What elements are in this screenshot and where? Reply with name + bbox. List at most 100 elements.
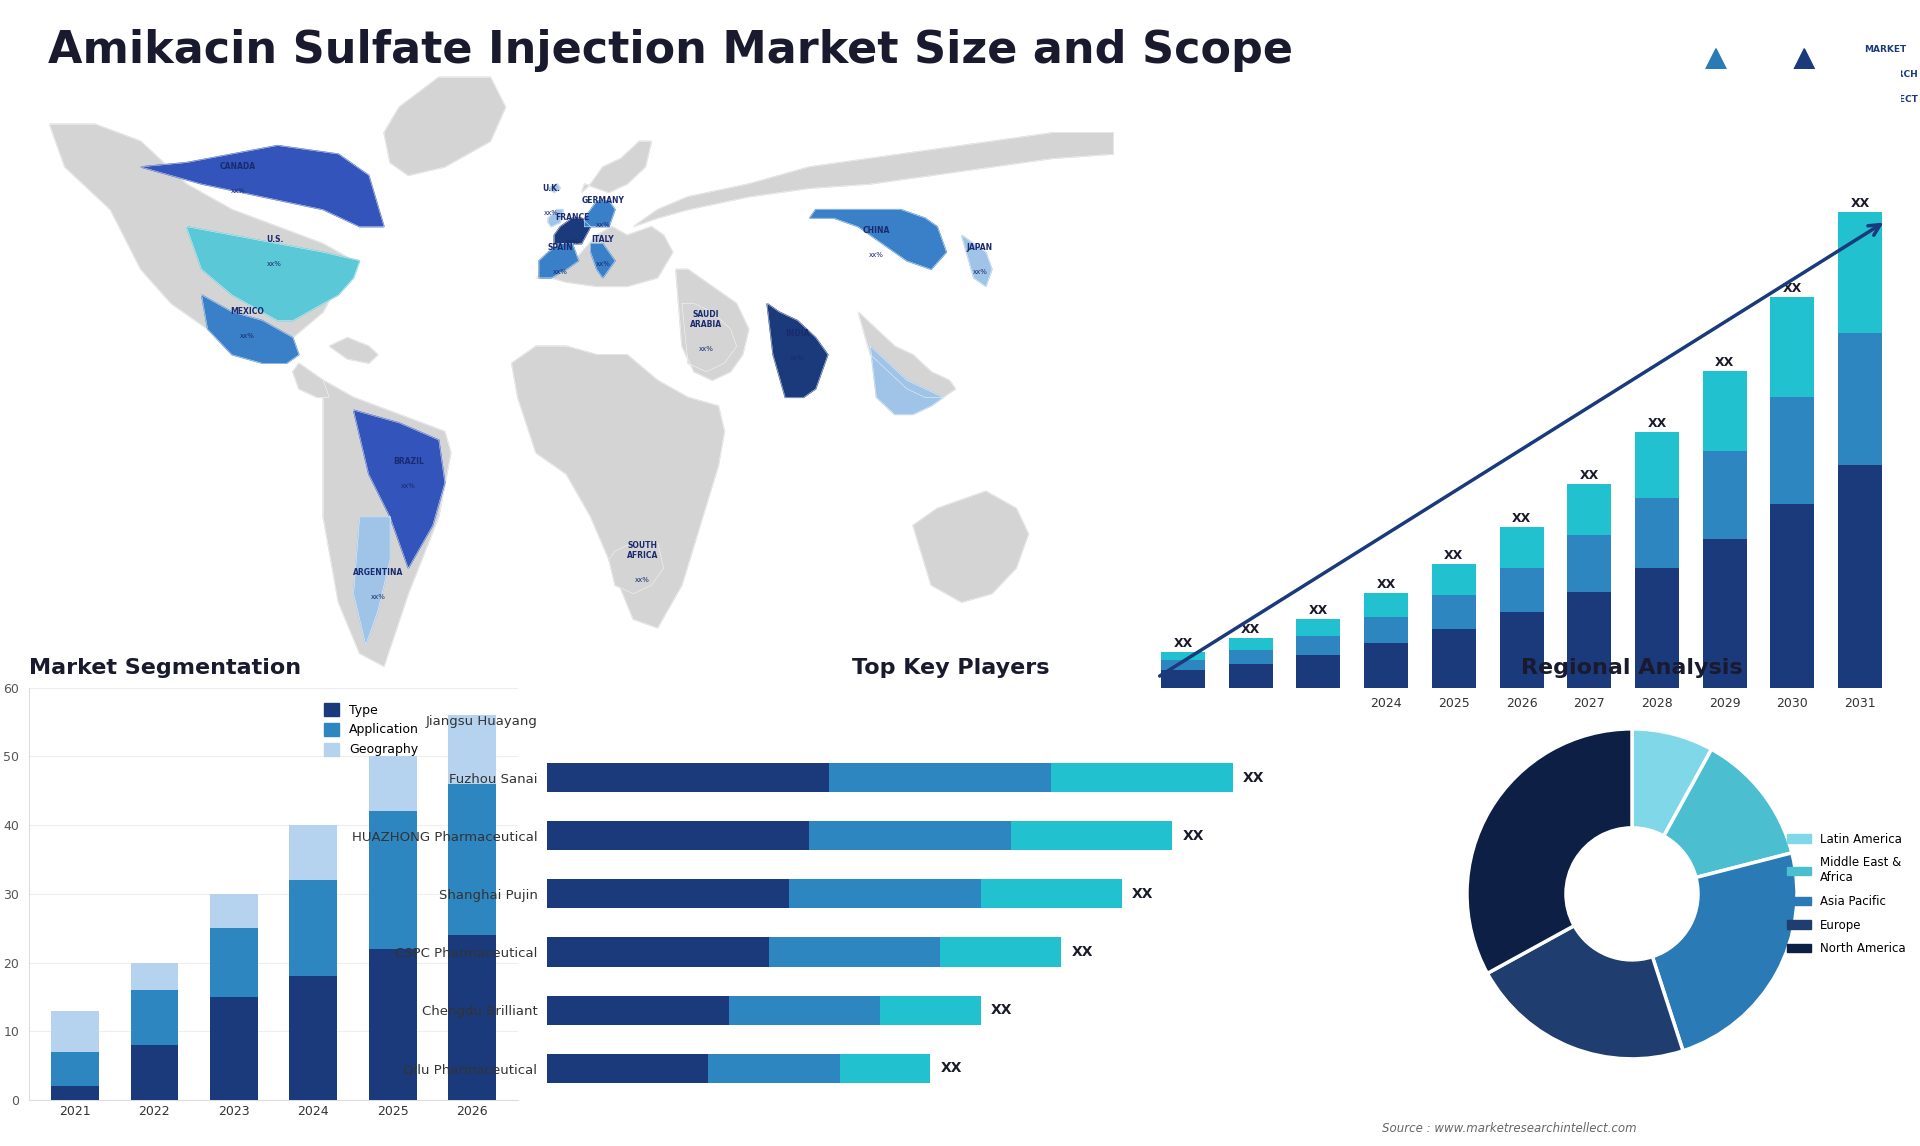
Bar bbox=[1050, 763, 1233, 792]
Title: Regional Analysis: Regional Analysis bbox=[1521, 658, 1743, 677]
Polygon shape bbox=[591, 244, 614, 277]
Legend: Type, Application, Geography: Type, Application, Geography bbox=[319, 698, 424, 761]
Bar bbox=[547, 1053, 708, 1083]
Wedge shape bbox=[1467, 729, 1632, 973]
Text: XX: XX bbox=[1715, 355, 1734, 369]
Polygon shape bbox=[810, 210, 947, 269]
Bar bbox=[1432, 564, 1476, 595]
Bar bbox=[1703, 371, 1747, 452]
Bar bbox=[708, 1053, 839, 1083]
Bar bbox=[1500, 612, 1544, 688]
Text: ARGENTINA: ARGENTINA bbox=[353, 567, 403, 576]
Bar bbox=[1229, 664, 1273, 688]
Polygon shape bbox=[384, 77, 505, 175]
Text: SPAIN: SPAIN bbox=[547, 243, 574, 252]
Text: XX: XX bbox=[1511, 511, 1532, 525]
Bar bbox=[1567, 484, 1611, 535]
Bar bbox=[290, 976, 338, 1100]
Bar bbox=[1636, 432, 1678, 497]
Bar bbox=[1770, 397, 1814, 504]
Wedge shape bbox=[1488, 926, 1684, 1059]
Polygon shape bbox=[1761, 48, 1849, 136]
Text: XX: XX bbox=[1173, 636, 1192, 650]
Text: xx%: xx% bbox=[267, 261, 282, 267]
Bar bbox=[1837, 333, 1882, 465]
Bar bbox=[290, 880, 338, 976]
Polygon shape bbox=[549, 210, 563, 227]
Bar bbox=[547, 822, 810, 850]
Text: U.S.: U.S. bbox=[265, 235, 284, 244]
Polygon shape bbox=[186, 227, 359, 321]
Bar bbox=[52, 1011, 98, 1052]
Bar bbox=[1770, 297, 1814, 397]
Legend: Latin America, Middle East &
Africa, Asia Pacific, Europe, North America: Latin America, Middle East & Africa, Asi… bbox=[1782, 827, 1910, 960]
Polygon shape bbox=[50, 124, 353, 346]
Polygon shape bbox=[962, 235, 993, 286]
Text: XX: XX bbox=[941, 1061, 962, 1075]
Bar bbox=[1837, 465, 1882, 688]
Polygon shape bbox=[584, 201, 614, 227]
Bar bbox=[1500, 567, 1544, 612]
Text: XX: XX bbox=[1784, 282, 1803, 296]
Bar bbox=[1365, 594, 1407, 618]
Bar bbox=[1837, 212, 1882, 333]
Bar bbox=[1296, 656, 1340, 688]
Bar bbox=[789, 879, 981, 909]
Text: SOUTH
AFRICA: SOUTH AFRICA bbox=[626, 541, 659, 559]
Text: xx%: xx% bbox=[553, 269, 568, 275]
Polygon shape bbox=[292, 363, 330, 398]
Bar bbox=[131, 990, 179, 1045]
Polygon shape bbox=[511, 346, 724, 628]
Bar bbox=[369, 756, 417, 811]
Text: INDIA: INDIA bbox=[785, 329, 810, 338]
Bar bbox=[1703, 452, 1747, 539]
Bar bbox=[1703, 539, 1747, 688]
Text: CANADA: CANADA bbox=[221, 163, 255, 171]
Text: XX: XX bbox=[1309, 604, 1329, 617]
Bar bbox=[209, 928, 257, 997]
Bar bbox=[728, 996, 879, 1025]
Bar bbox=[879, 996, 981, 1025]
Text: XX: XX bbox=[1647, 417, 1667, 431]
Polygon shape bbox=[536, 227, 672, 286]
Bar bbox=[547, 879, 789, 909]
Text: RESEARCH: RESEARCH bbox=[1864, 70, 1918, 79]
Text: xx%: xx% bbox=[564, 240, 580, 245]
Bar bbox=[1500, 527, 1544, 567]
Text: XX: XX bbox=[1240, 623, 1260, 636]
Text: XX: XX bbox=[991, 1003, 1012, 1018]
Bar bbox=[1636, 497, 1678, 567]
Polygon shape bbox=[549, 185, 561, 193]
Text: Amikacin Sulfate Injection Market Size and Scope: Amikacin Sulfate Injection Market Size a… bbox=[48, 29, 1292, 72]
Text: XX: XX bbox=[1071, 945, 1092, 959]
Bar bbox=[1229, 650, 1273, 664]
Bar bbox=[131, 1045, 179, 1100]
Bar bbox=[810, 822, 1010, 850]
Bar bbox=[1162, 670, 1206, 688]
Polygon shape bbox=[353, 517, 390, 645]
Text: JAPAN: JAPAN bbox=[968, 243, 993, 252]
Text: BRAZIL: BRAZIL bbox=[394, 456, 424, 465]
Bar bbox=[839, 1053, 929, 1083]
Polygon shape bbox=[766, 304, 828, 398]
Bar bbox=[449, 715, 495, 784]
Polygon shape bbox=[870, 346, 943, 415]
Text: INTELLECT: INTELLECT bbox=[1864, 95, 1918, 104]
Text: XX: XX bbox=[1851, 196, 1870, 210]
Bar bbox=[829, 763, 1050, 792]
Polygon shape bbox=[858, 312, 956, 398]
Text: XX: XX bbox=[1131, 887, 1154, 901]
Text: XX: XX bbox=[1183, 829, 1204, 842]
Text: xx%: xx% bbox=[972, 269, 987, 275]
Bar bbox=[52, 1086, 98, 1100]
Bar bbox=[547, 996, 728, 1025]
Bar bbox=[1229, 638, 1273, 650]
Bar bbox=[209, 997, 257, 1100]
Bar bbox=[369, 949, 417, 1100]
Text: SAUDI
ARABIA: SAUDI ARABIA bbox=[689, 311, 722, 329]
Polygon shape bbox=[634, 133, 1114, 227]
Text: XX: XX bbox=[1377, 579, 1396, 591]
Bar bbox=[1365, 618, 1407, 643]
Polygon shape bbox=[582, 141, 651, 193]
Bar bbox=[1010, 822, 1171, 850]
